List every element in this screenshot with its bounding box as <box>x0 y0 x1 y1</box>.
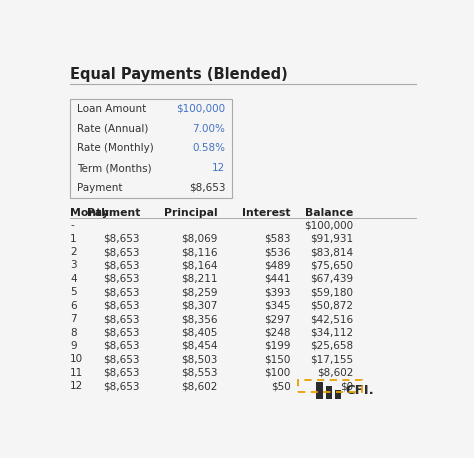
Text: Equal Payments (Blended): Equal Payments (Blended) <box>70 67 288 82</box>
Text: Payment: Payment <box>77 183 122 193</box>
Text: $0: $0 <box>340 381 353 391</box>
Text: Rate (Annual): Rate (Annual) <box>77 124 148 134</box>
Text: $8,069: $8,069 <box>181 234 217 244</box>
Text: 12: 12 <box>212 163 225 173</box>
Text: $8,653: $8,653 <box>103 381 140 391</box>
Text: $8,653: $8,653 <box>103 314 140 324</box>
Text: $536: $536 <box>264 247 291 257</box>
Text: $8,653: $8,653 <box>189 183 225 193</box>
Text: 3: 3 <box>70 261 77 271</box>
Text: 12: 12 <box>70 381 83 391</box>
Text: $59,180: $59,180 <box>310 287 353 297</box>
Text: $8,211: $8,211 <box>181 274 217 284</box>
Text: $8,503: $8,503 <box>181 354 217 364</box>
Text: $91,931: $91,931 <box>310 234 353 244</box>
Text: $8,653: $8,653 <box>103 341 140 351</box>
Text: $75,650: $75,650 <box>310 261 353 271</box>
Text: CFI.: CFI. <box>346 384 374 397</box>
Text: $42,516: $42,516 <box>310 314 353 324</box>
Text: Rate (Monthly): Rate (Monthly) <box>77 143 154 153</box>
Text: 4: 4 <box>70 274 77 284</box>
Text: Loan Amount: Loan Amount <box>77 104 146 114</box>
Text: $8,653: $8,653 <box>103 234 140 244</box>
Text: $345: $345 <box>264 301 291 311</box>
Text: $248: $248 <box>264 327 291 338</box>
Text: $8,653: $8,653 <box>103 261 140 271</box>
Text: $8,307: $8,307 <box>181 301 217 311</box>
Text: $8,553: $8,553 <box>181 368 217 378</box>
Text: $8,405: $8,405 <box>181 327 217 338</box>
FancyBboxPatch shape <box>335 390 341 399</box>
Text: Payment: Payment <box>87 208 140 218</box>
Text: $8,602: $8,602 <box>181 381 217 391</box>
Text: $50: $50 <box>271 381 291 391</box>
Text: 6: 6 <box>70 301 77 311</box>
Text: $100,000: $100,000 <box>176 104 225 114</box>
Text: -: - <box>70 220 74 230</box>
Text: 7.00%: 7.00% <box>192 124 225 134</box>
Text: $8,653: $8,653 <box>103 247 140 257</box>
Text: $441: $441 <box>264 274 291 284</box>
Text: $8,653: $8,653 <box>103 327 140 338</box>
Text: $34,112: $34,112 <box>310 327 353 338</box>
Text: 11: 11 <box>70 368 83 378</box>
Text: Month: Month <box>70 208 109 218</box>
Text: $8,116: $8,116 <box>181 247 217 257</box>
Text: $100,000: $100,000 <box>304 220 353 230</box>
Text: $583: $583 <box>264 234 291 244</box>
Text: $83,814: $83,814 <box>310 247 353 257</box>
Text: 1: 1 <box>70 234 77 244</box>
Text: 2: 2 <box>70 247 77 257</box>
Text: Interest: Interest <box>242 208 291 218</box>
Text: 7: 7 <box>70 314 77 324</box>
Text: $297: $297 <box>264 314 291 324</box>
Text: $8,653: $8,653 <box>103 354 140 364</box>
Text: $100: $100 <box>264 368 291 378</box>
Text: Principal: Principal <box>164 208 217 218</box>
Text: 5: 5 <box>70 287 77 297</box>
Text: $8,602: $8,602 <box>317 368 353 378</box>
Text: $8,164: $8,164 <box>181 261 217 271</box>
Text: 0.58%: 0.58% <box>192 143 225 153</box>
Text: $489: $489 <box>264 261 291 271</box>
Text: $67,439: $67,439 <box>310 274 353 284</box>
Text: $8,259: $8,259 <box>181 287 217 297</box>
FancyBboxPatch shape <box>326 386 332 399</box>
Text: $199: $199 <box>264 341 291 351</box>
Text: $150: $150 <box>264 354 291 364</box>
Text: 9: 9 <box>70 341 77 351</box>
Text: $8,356: $8,356 <box>181 314 217 324</box>
Text: $25,658: $25,658 <box>310 341 353 351</box>
Text: 8: 8 <box>70 327 77 338</box>
FancyBboxPatch shape <box>70 99 232 198</box>
Text: $393: $393 <box>264 287 291 297</box>
Text: $50,872: $50,872 <box>310 301 353 311</box>
Text: $8,653: $8,653 <box>103 274 140 284</box>
Text: 10: 10 <box>70 354 83 364</box>
Text: $8,653: $8,653 <box>103 301 140 311</box>
Text: $8,653: $8,653 <box>103 368 140 378</box>
Text: $8,454: $8,454 <box>181 341 217 351</box>
Text: Term (Months): Term (Months) <box>77 163 152 173</box>
FancyBboxPatch shape <box>316 382 323 399</box>
Text: $17,155: $17,155 <box>310 354 353 364</box>
Text: Balance: Balance <box>305 208 353 218</box>
Text: $8,653: $8,653 <box>103 287 140 297</box>
